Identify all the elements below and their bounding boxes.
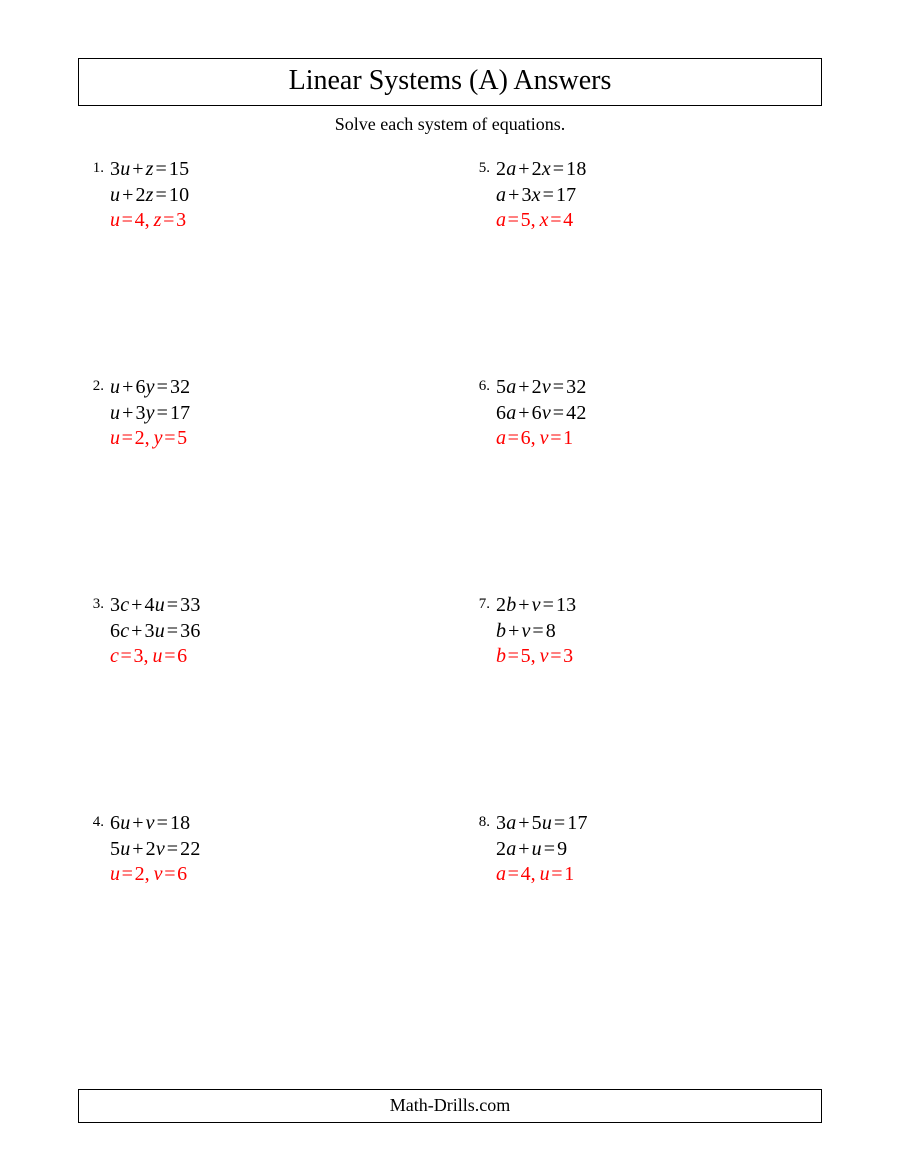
answer: u = 2, y = 5 (110, 426, 190, 452)
problem-number: 4. (82, 811, 110, 831)
equation-2: u + 2z = 10 (110, 183, 189, 209)
answer: c = 3, u = 6 (110, 644, 201, 670)
left-column: 1. 3u + z = 15 u + 2z = 10 u = 4, z = 3 … (78, 157, 450, 1029)
equation-1: 6u + v = 18 (110, 811, 201, 837)
problem-number: 8. (468, 811, 496, 831)
right-column: 5. 2a + 2x = 18 a + 3x = 17 a = 5, x = 4… (450, 157, 822, 1029)
equation-1: 2a + 2x = 18 (496, 157, 587, 183)
problems-grid: 1. 3u + z = 15 u + 2z = 10 u = 4, z = 3 … (78, 157, 822, 1029)
problem-number: 5. (468, 157, 496, 177)
equation-1: 2b + v = 13 (496, 593, 576, 619)
problem-number: 2. (82, 375, 110, 395)
equation-2: 2a + u = 9 (496, 837, 588, 863)
answer: u = 4, z = 3 (110, 208, 189, 234)
equation-2: u + 3y = 17 (110, 401, 190, 427)
problem: 3. 3c + 4u = 33 6c + 3u = 36 c = 3, u = … (78, 593, 450, 811)
equation-1: u + 6y = 32 (110, 375, 190, 401)
page-subtitle: Solve each system of equations. (78, 114, 822, 135)
problem: 7. 2b + v = 13 b + v = 8 b = 5, v = 3 (450, 593, 822, 811)
equation-2: 6a + 6v = 42 (496, 401, 587, 427)
equation-1: 5a + 2v = 32 (496, 375, 587, 401)
problem-number: 3. (82, 593, 110, 613)
page-title: Linear Systems (A) Answers (289, 65, 612, 96)
equation-2: a + 3x = 17 (496, 183, 587, 209)
problem-number: 6. (468, 375, 496, 395)
equation-2: 5u + 2v = 22 (110, 837, 201, 863)
problem: 8. 3a + 5u = 17 2a + u = 9 a = 4, u = 1 (450, 811, 822, 1029)
problem-number: 7. (468, 593, 496, 613)
equation-2: 6c + 3u = 36 (110, 619, 201, 645)
problem: 5. 2a + 2x = 18 a + 3x = 17 a = 5, x = 4 (450, 157, 822, 375)
problem-number: 1. (82, 157, 110, 177)
problem: 6. 5a + 2v = 32 6a + 6v = 42 a = 6, v = … (450, 375, 822, 593)
problem: 2. u + 6y = 32 u + 3y = 17 u = 2, y = 5 (78, 375, 450, 593)
problem: 4. 6u + v = 18 5u + 2v = 22 u = 2, v = 6 (78, 811, 450, 1029)
problem: 1. 3u + z = 15 u + 2z = 10 u = 4, z = 3 (78, 157, 450, 375)
page-title-box: Linear Systems (A) Answers (78, 58, 822, 106)
equation-1: 3a + 5u = 17 (496, 811, 588, 837)
answer: a = 4, u = 1 (496, 862, 588, 888)
answer: a = 6, v = 1 (496, 426, 587, 452)
equation-1: 3c + 4u = 33 (110, 593, 201, 619)
page-footer: Math-Drills.com (78, 1089, 822, 1123)
answer: b = 5, v = 3 (496, 644, 576, 670)
equation-2: b + v = 8 (496, 619, 576, 645)
equation-1: 3u + z = 15 (110, 157, 189, 183)
answer: u = 2, v = 6 (110, 862, 201, 888)
answer: a = 5, x = 4 (496, 208, 587, 234)
